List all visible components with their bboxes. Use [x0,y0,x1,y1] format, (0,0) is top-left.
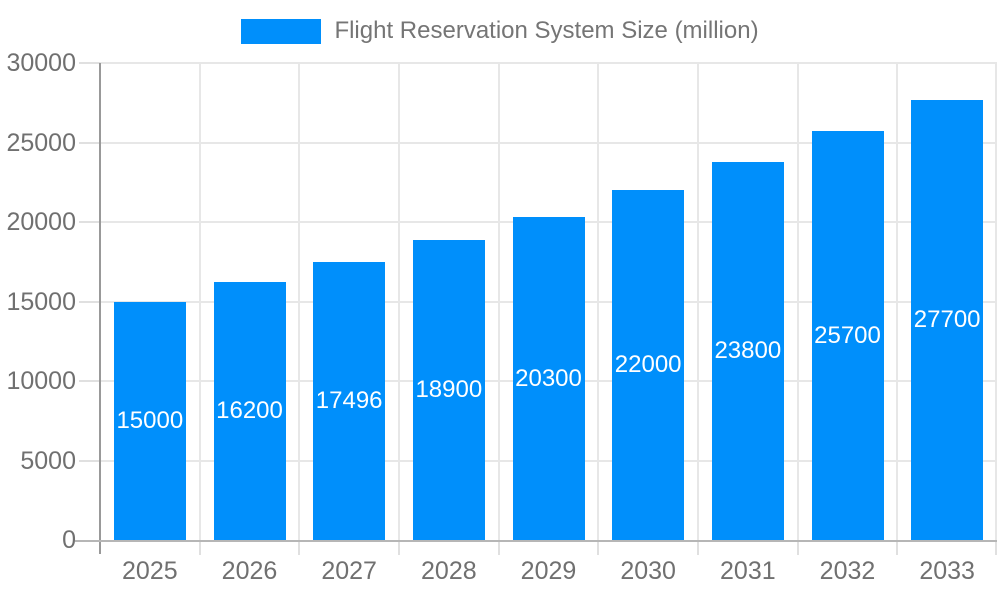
x-axis-tick-label: 2028 [421,557,477,585]
y-tick [79,459,100,462]
x-gridline [298,63,301,540]
x-axis-tick-label: 2029 [520,557,577,585]
x-tick [298,542,301,555]
plot-area: 15000 16200 17496 18900 20300 22000 23800 25700… [100,62,997,540]
bar-2027[interactable] [313,261,386,540]
x-gridline [995,63,997,540]
y-tick [79,300,100,303]
y-tick [79,221,100,223]
x-axis-tick-label: 2027 [321,557,377,585]
x-tick [198,542,201,555]
y-axis-line [99,63,101,554]
x-gridline [497,63,500,540]
x-axis-tick-label: 2033 [919,557,975,585]
y-tick [79,62,100,64]
y-axis-tick-label: 30000 [6,49,76,77]
y-tick [79,141,100,144]
x-tick [796,542,799,555]
x-gridline [796,63,799,540]
x-axis-tick-label: 2032 [819,557,876,585]
x-tick [597,542,600,555]
bar-2032[interactable] [811,131,884,540]
y-axis-tick-label: 25000 [6,128,76,157]
x-gridline [398,63,400,540]
legend-item[interactable]: Flight Reservation System Size (million) [0,16,1000,46]
x-gridline [198,63,201,540]
x-axis-tick-label: 2031 [720,557,776,585]
bar-2025[interactable] [113,301,186,540]
y-axis-tick-label: 5000 [20,446,76,475]
x-axis-tick-label: 2025 [122,557,178,585]
bar-2033[interactable] [911,99,984,540]
x-gridline [597,63,600,540]
y-gridline [100,141,997,144]
y-tick [79,380,100,382]
x-tick [995,542,997,555]
legend-swatch [241,18,322,44]
x-axis-tick-label: 2026 [221,557,278,585]
y-axis-tick-label: 0 [62,526,76,554]
bar-2026[interactable] [213,282,286,540]
y-axis-tick-label: 15000 [6,287,76,316]
legend-label: Flight Reservation System Size (million) [334,17,759,44]
bar-2030[interactable] [612,190,685,540]
x-tick [896,542,899,555]
x-gridline [896,63,899,540]
y-axis-tick-label: 20000 [6,208,76,236]
x-tick [398,542,400,555]
y-gridline [100,62,997,64]
y-axis-tick-label: 10000 [6,367,76,395]
bar-2031[interactable] [711,161,784,540]
bar-2029[interactable] [512,217,585,540]
x-tick [497,542,500,555]
x-axis-baseline [75,540,997,542]
x-axis-tick-label: 2030 [620,557,676,585]
x-gridline [697,63,699,540]
bar-2028[interactable] [412,239,485,540]
x-tick [697,542,699,555]
